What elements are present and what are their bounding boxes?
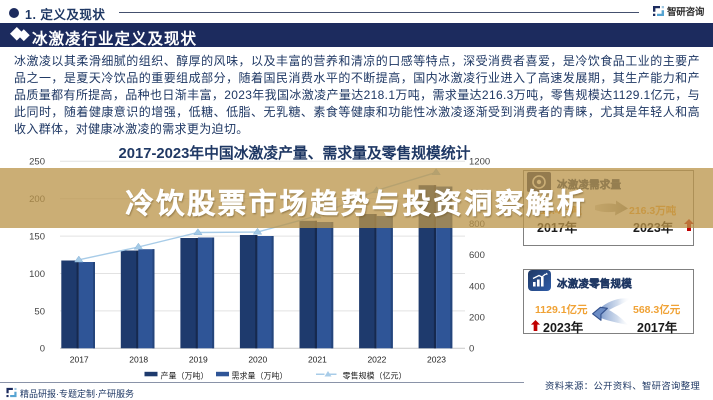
svg-text:600: 600 [469, 250, 485, 261]
svg-text:2018: 2018 [129, 355, 148, 365]
svg-text:250: 250 [29, 157, 45, 168]
svg-text:2020: 2020 [248, 355, 267, 365]
svg-text:1200: 1200 [469, 157, 490, 168]
svg-text:200: 200 [469, 313, 485, 324]
svg-text:2019: 2019 [189, 355, 208, 365]
svg-text:0: 0 [469, 344, 474, 355]
svg-text:2017: 2017 [70, 355, 89, 365]
svg-text:2022: 2022 [367, 355, 386, 365]
svg-text:产量（万吨）: 产量（万吨） [161, 370, 209, 380]
svg-text:需求量（万吨）: 需求量（万吨） [232, 370, 288, 380]
svg-text:50: 50 [34, 306, 45, 317]
svg-text:400: 400 [469, 281, 485, 292]
svg-text:零售规模（亿元）: 零售规模（亿元） [343, 370, 407, 380]
svg-text:2023: 2023 [427, 355, 446, 365]
svg-text:150: 150 [29, 232, 45, 243]
svg-text:0: 0 [40, 344, 45, 355]
svg-text:100: 100 [29, 269, 45, 280]
svg-text:2021: 2021 [308, 355, 327, 365]
